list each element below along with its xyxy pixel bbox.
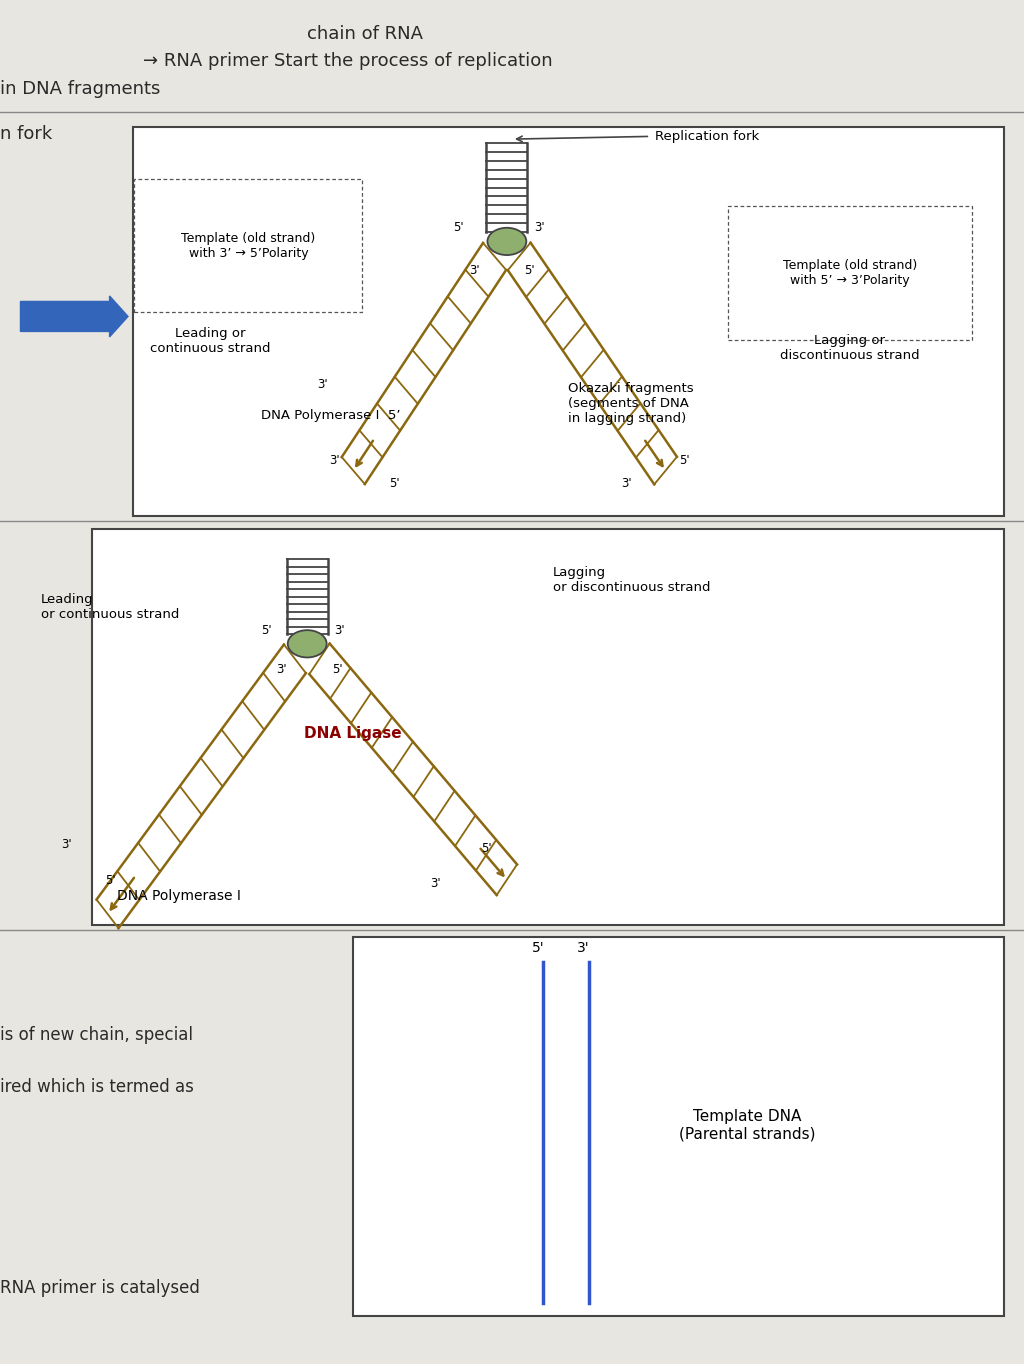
Text: DNA Polymerase I  5’: DNA Polymerase I 5’ xyxy=(261,409,400,423)
Text: 3': 3' xyxy=(469,263,479,277)
Text: Lagging
or discontinuous strand: Lagging or discontinuous strand xyxy=(553,566,711,595)
Ellipse shape xyxy=(288,630,327,657)
Text: 5': 5' xyxy=(454,221,464,235)
Text: Okazaki fragments
(segments of DNA
in lagging strand): Okazaki fragments (segments of DNA in la… xyxy=(568,382,694,426)
Text: → RNA primer Start the process of replication: → RNA primer Start the process of replic… xyxy=(143,52,553,70)
Text: 3': 3' xyxy=(622,477,632,490)
Text: Lagging or
discontinuous strand: Lagging or discontinuous strand xyxy=(780,334,920,363)
Text: 5': 5' xyxy=(105,874,116,887)
Text: Leading
or continuous strand: Leading or continuous strand xyxy=(41,593,179,622)
Text: DNA Ligase: DNA Ligase xyxy=(304,726,402,741)
Text: ired which is termed as: ired which is termed as xyxy=(0,1078,194,1095)
Text: chain of RNA: chain of RNA xyxy=(307,25,423,42)
Text: 3': 3' xyxy=(330,454,340,466)
FancyBboxPatch shape xyxy=(92,529,1004,925)
FancyBboxPatch shape xyxy=(133,127,1004,516)
Text: 5': 5' xyxy=(524,263,535,277)
Text: in DNA fragments: in DNA fragments xyxy=(0,80,161,98)
Text: 3': 3' xyxy=(535,221,545,235)
Text: 5': 5' xyxy=(261,623,271,637)
Text: 3': 3' xyxy=(276,663,287,677)
Text: Template (old strand)
with 5’ → 3’Polarity: Template (old strand) with 5’ → 3’Polari… xyxy=(782,259,918,286)
Text: 3': 3' xyxy=(61,839,72,851)
Text: Leading or
continuous strand: Leading or continuous strand xyxy=(150,327,270,356)
Ellipse shape xyxy=(487,228,526,255)
Text: 5': 5' xyxy=(481,843,492,855)
Text: 3': 3' xyxy=(578,941,590,955)
Text: 3': 3' xyxy=(317,378,328,391)
Text: Replication fork: Replication fork xyxy=(655,130,760,143)
Text: 5': 5' xyxy=(532,941,545,955)
Text: 5': 5' xyxy=(389,477,399,490)
Text: RNA primer is catalysed: RNA primer is catalysed xyxy=(0,1279,200,1297)
Text: 5': 5' xyxy=(333,663,343,677)
Text: n fork: n fork xyxy=(0,125,52,143)
FancyArrow shape xyxy=(20,296,128,337)
FancyBboxPatch shape xyxy=(353,937,1004,1316)
Text: 3': 3' xyxy=(335,623,345,637)
Text: 5': 5' xyxy=(679,454,689,466)
Text: Template DNA
(Parental strands): Template DNA (Parental strands) xyxy=(679,1109,816,1142)
Text: 3': 3' xyxy=(430,877,440,889)
Text: is of new chain, special: is of new chain, special xyxy=(0,1026,193,1043)
Text: Template (old strand)
with 3’ → 5’Polarity: Template (old strand) with 3’ → 5’Polari… xyxy=(181,232,315,259)
Text: DNA Polymerase I: DNA Polymerase I xyxy=(118,889,241,903)
